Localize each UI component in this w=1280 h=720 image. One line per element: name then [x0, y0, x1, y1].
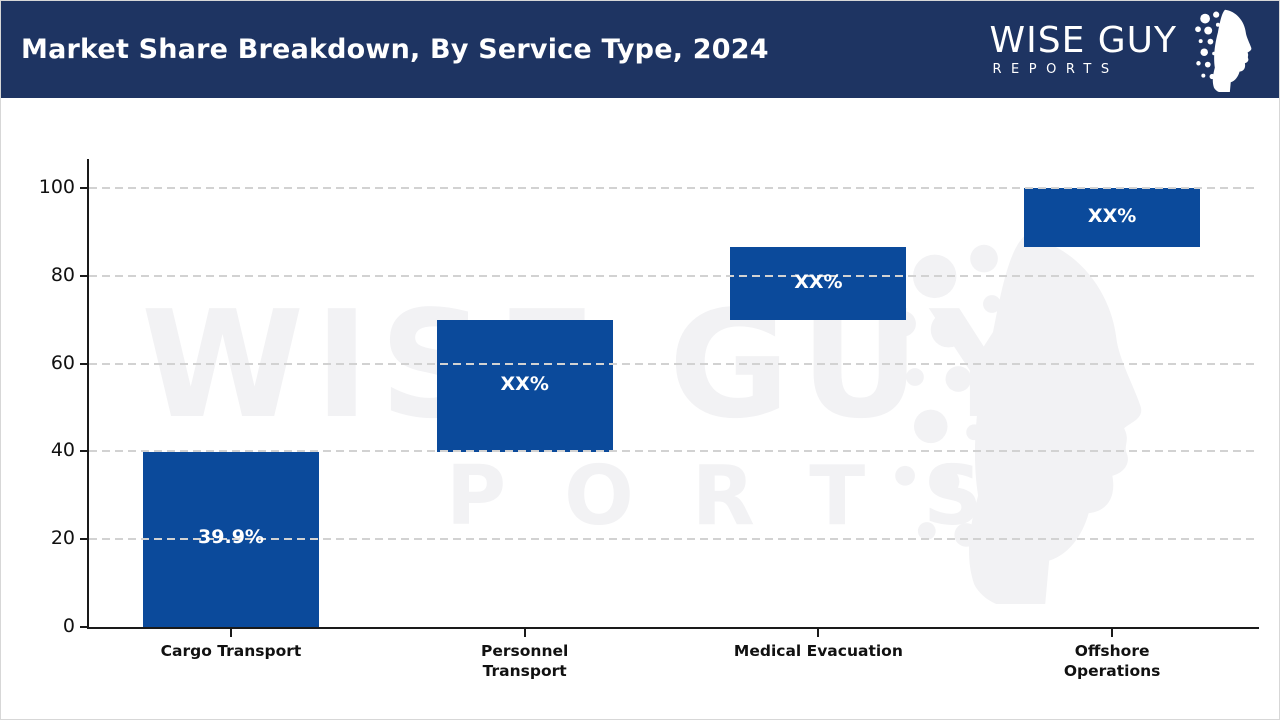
gridline: [89, 187, 1259, 190]
y-tick-mark: [80, 626, 89, 628]
y-tick-mark: [80, 538, 89, 541]
y-tick-label: 20: [50, 527, 75, 550]
y-tick-label: 40: [50, 439, 75, 462]
x-tick-mark: [817, 629, 820, 637]
wiseguy-head-icon: [1195, 9, 1252, 92]
brand-logo: WISE GUY REPORTS: [990, 8, 1280, 92]
x-axis-line: [87, 627, 1259, 629]
y-tick-label: 60: [50, 351, 75, 374]
bar-value-label: XX%: [794, 270, 843, 293]
y-tick-mark: [80, 274, 89, 277]
bar-value-label: XX%: [1087, 204, 1137, 227]
x-tick-mark: [1111, 629, 1114, 637]
brand-subtitle: REPORTS: [992, 61, 1119, 77]
watermark-text-bottom: PORTS: [446, 449, 1041, 544]
x-category-label: Cargo Transport: [160, 642, 302, 660]
x-tick-mark: [523, 629, 526, 637]
gridline: [89, 450, 1259, 453]
y-tick-label: 0: [62, 615, 75, 637]
gridline: [89, 538, 1259, 541]
y-tick-label: 100: [38, 176, 75, 199]
gridline: [89, 362, 1259, 365]
y-tick-mark: [80, 450, 89, 453]
brand-name: WISE GUY: [989, 19, 1177, 61]
y-tick-label: 80: [50, 263, 75, 286]
chart-title: Market Share Breakdown, By Service Type,…: [21, 34, 769, 65]
x-category-label: Offshore Operations: [1063, 642, 1161, 681]
x-tick-mark: [230, 629, 232, 637]
brand-wordmark: WISE GUY REPORTS: [989, 19, 1178, 77]
bar-segment: [436, 320, 613, 452]
x-category-label: Personnel Transport: [481, 642, 569, 681]
gridline: [89, 274, 1259, 277]
x-category-label: Medical Evacuation: [733, 642, 903, 660]
header: Market Share Breakdown, By Service Type,…: [1, 1, 1280, 98]
y-tick-mark: [80, 187, 89, 190]
y-tick-mark: [80, 362, 89, 365]
bar-value-label: 39.9%: [198, 526, 264, 549]
y-axis-line: [87, 159, 89, 629]
watermark-head-icon: [890, 236, 1142, 604]
bar-value-label: XX%: [500, 373, 549, 396]
bar-segment: [1024, 188, 1201, 247]
bar-segment: [730, 246, 907, 321]
